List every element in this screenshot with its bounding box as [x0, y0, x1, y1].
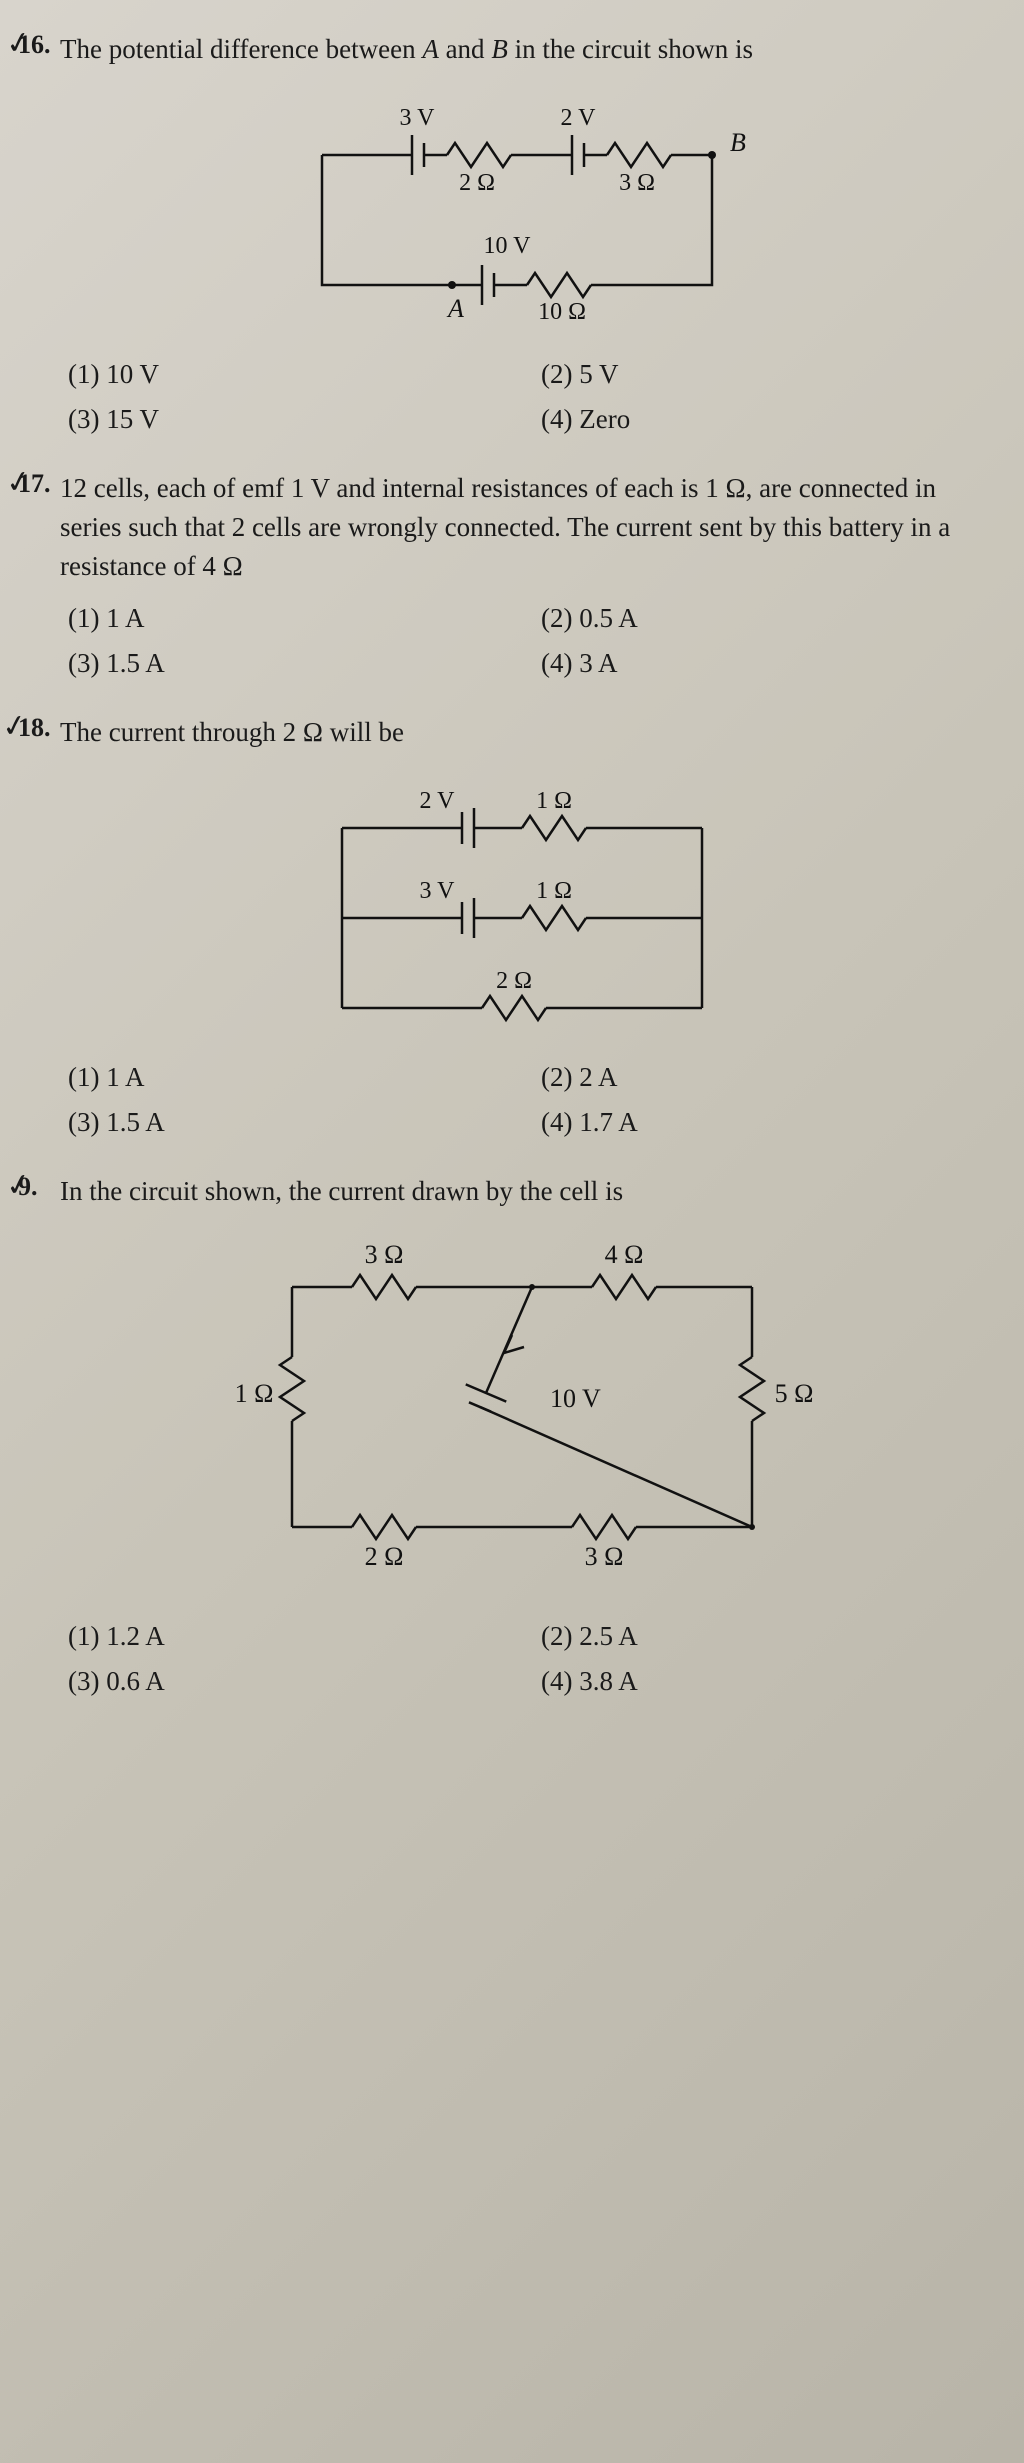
svg-text:2 V: 2 V: [561, 105, 597, 131]
qtext-part-c: in the circuit shown is: [508, 34, 753, 64]
svg-text:A: A: [446, 294, 464, 323]
svg-text:2 Ω: 2 Ω: [459, 170, 495, 196]
option-4: (4) 1.7 A: [541, 1107, 984, 1138]
option-1: (1) 1.2 A: [68, 1621, 511, 1652]
option-4: (4) 3 A: [541, 648, 984, 679]
question-19: ✓ 9. In the circuit shown, the current d…: [60, 1172, 984, 1697]
svg-text:3 Ω: 3 Ω: [365, 1240, 404, 1269]
qtext-part-b: and: [439, 34, 491, 64]
option-1: (1) 10 V: [68, 359, 511, 390]
question-text: The potential difference between A and B…: [60, 30, 984, 69]
svg-text:1 Ω: 1 Ω: [536, 878, 572, 904]
option-2: (2) 5 V: [541, 359, 984, 390]
question-number: 9.: [18, 1172, 38, 1202]
question-text: In the circuit shown, the current drawn …: [60, 1172, 984, 1211]
circuit-diagram-19: 3 Ω 4 Ω 1 Ω 5 Ω 2 Ω 3 Ω: [212, 1227, 832, 1607]
circuit-diagram-18: 2 V 1 Ω 3 V 1 Ω 2 Ω: [292, 768, 752, 1048]
option-3: (3) 1.5 A: [68, 648, 511, 679]
svg-text:3 Ω: 3 Ω: [585, 1542, 624, 1571]
svg-text:10 V: 10 V: [550, 1384, 601, 1413]
var-A: A: [422, 34, 439, 64]
options-16: (1) 10 V (2) 5 V (3) 15 V (4) Zero: [68, 359, 984, 435]
question-number: 18.: [18, 713, 51, 743]
options-19: (1) 1.2 A (2) 2.5 A (3) 0.6 A (4) 3.8 A: [68, 1621, 984, 1697]
var-B: B: [491, 34, 508, 64]
option-2: (2) 2 A: [541, 1062, 984, 1093]
question-text: 12 cells, each of emf 1 V and internal r…: [60, 469, 984, 586]
svg-text:B: B: [730, 128, 746, 157]
option-4: (4) Zero: [541, 404, 984, 435]
svg-text:3 V: 3 V: [420, 878, 456, 904]
option-3: (3) 15 V: [68, 404, 511, 435]
option-2: (2) 2.5 A: [541, 1621, 984, 1652]
option-1: (1) 1 A: [68, 603, 511, 634]
options-17: (1) 1 A (2) 0.5 A (3) 1.5 A (4) 3 A: [68, 603, 984, 679]
svg-text:2 V: 2 V: [420, 788, 456, 814]
svg-text:1 Ω: 1 Ω: [235, 1379, 274, 1408]
qtext-part-a: The potential difference between: [60, 34, 422, 64]
option-4: (4) 3.8 A: [541, 1666, 984, 1697]
option-2: (2) 0.5 A: [541, 603, 984, 634]
option-1: (1) 1 A: [68, 1062, 511, 1093]
option-3: (3) 1.5 A: [68, 1107, 511, 1138]
circuit-diagram-16: 3 V 2 Ω 2 V 3 Ω B A: [262, 85, 782, 345]
svg-text:5 Ω: 5 Ω: [775, 1379, 814, 1408]
question-18: ✓ 18. The current through 2 Ω will be 2 …: [60, 713, 984, 1138]
svg-text:1 Ω: 1 Ω: [536, 788, 572, 814]
svg-text:10 Ω: 10 Ω: [538, 299, 586, 325]
svg-text:4 Ω: 4 Ω: [605, 1240, 644, 1269]
options-18: (1) 1 A (2) 2 A (3) 1.5 A (4) 1.7 A: [68, 1062, 984, 1138]
question-number: 17.: [18, 469, 51, 499]
svg-text:3 Ω: 3 Ω: [619, 170, 655, 196]
svg-text:10 V: 10 V: [484, 233, 532, 259]
question-number: 16.: [18, 30, 51, 60]
question-16: ✓ 16. The potential difference between A…: [60, 30, 984, 435]
svg-text:2 Ω: 2 Ω: [365, 1542, 404, 1571]
svg-text:3 V: 3 V: [400, 105, 436, 131]
question-17: ✓ 17. 12 cells, each of emf 1 V and inte…: [60, 469, 984, 678]
svg-text:2 Ω: 2 Ω: [496, 968, 532, 994]
question-text: The current through 2 Ω will be: [60, 713, 984, 752]
option-3: (3) 0.6 A: [68, 1666, 511, 1697]
